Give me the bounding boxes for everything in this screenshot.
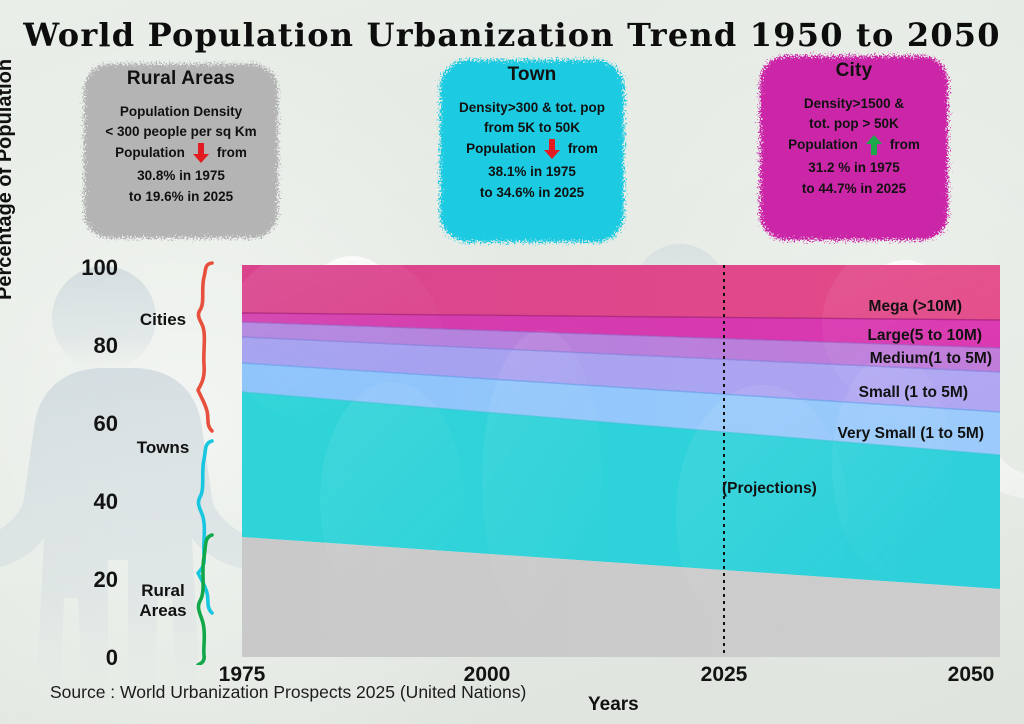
callout-city-line2: tot. pop > 50K (809, 116, 899, 132)
y-tick-40: 40 (93, 489, 118, 514)
brace-label-rural-line2: Areas (139, 600, 187, 620)
callout-town: Town Density>300 & tot. pop from 5K to 5… (432, 52, 632, 250)
band-label-very-small: Very Small (1 to 5M) (837, 425, 984, 442)
callout-city-trend: Population from (752, 133, 956, 157)
y-tick-100: 100 (81, 255, 118, 280)
x-tick-2025: 2025 (700, 663, 748, 686)
callout-rural-areas: Rural Areas Population Density < 300 peo… (74, 56, 288, 246)
band-separators (242, 312, 1000, 456)
brace-label-towns: Towns (136, 438, 190, 457)
band-label-mega: Mega (>10M) (868, 298, 962, 315)
callout-rural-line2: < 300 people per sq Km (105, 124, 257, 140)
callout-city-line1: Density>1500 & (803, 96, 905, 111)
brace-cities (196, 261, 214, 433)
band-label-large: Large(5 to 10M) (867, 327, 982, 344)
callout-town-line1: Density>300 & tot. pop (459, 100, 605, 115)
callout-rural-to: to 19.6% in 2025 (128, 188, 234, 204)
y-tick-20: 20 (93, 567, 118, 592)
rural-blob-shape (84, 64, 278, 238)
x-tick-2050: 2050 (947, 663, 995, 686)
x-tick-1975: 1975 (218, 663, 266, 686)
brace-rural (196, 533, 214, 665)
paper-doll-left-icon (0, 266, 262, 695)
callout-city-title: City (835, 60, 873, 81)
callout-town-to: to 34.6% in 2025 (479, 184, 585, 200)
y-tick-60: 60 (93, 411, 118, 436)
y-axis-label: Percentage of Population (0, 58, 16, 300)
callout-city: City Density>1500 & tot. pop > 50K Popul… (752, 48, 956, 248)
brace-towns (196, 439, 214, 615)
brace-label-cities: Cities (139, 310, 187, 329)
category-braces (196, 261, 214, 665)
x-axis-label: Years (588, 694, 639, 715)
y-tick-80: 80 (93, 333, 118, 358)
callout-rural-trend-prefix: Population (115, 145, 185, 161)
down-arrow-icon (192, 143, 209, 164)
x-tick-2000: 2000 (463, 663, 511, 686)
callout-town-line2: from 5K to 50K (483, 120, 581, 136)
callout-city-to: to 44.7% in 2025 (801, 180, 907, 196)
callout-city-trend-prefix: Population (788, 137, 858, 153)
band-label-small: Small (1 to 5M) (858, 384, 968, 401)
callout-rural-from: 30.8% in 1975 (137, 168, 225, 184)
brace-label-rural-line1: Rural (141, 581, 185, 600)
chart-svg (242, 265, 1000, 657)
y-tick-0: 0 (105, 645, 118, 670)
page-title: World Population Urbanization Trend 1950… (23, 16, 1001, 54)
callout-city-trend-suffix: from (889, 137, 920, 153)
brace-label-rural: Rural Areas (118, 581, 208, 620)
source-note: Source : World Urbanization Prospects 20… (50, 682, 527, 702)
up-arrow-icon (865, 135, 882, 156)
callout-rural-line1: Population Density (119, 104, 243, 119)
band-label-medium: Medium(1 to 5M) (869, 350, 992, 367)
callout-rural-title: Rural Areas (126, 68, 236, 89)
callout-town-trend: Population from (432, 137, 632, 161)
callout-city-from: 31.2 % in 1975 (808, 160, 900, 176)
callout-town-title: Town (507, 64, 557, 85)
callout-rural-trend-suffix: from (216, 145, 247, 161)
town-blob-shape (440, 60, 624, 242)
callout-town-from: 38.1% in 1975 (488, 164, 576, 180)
callout-rural-trend: Population from (74, 141, 288, 165)
callout-town-trend-suffix: from (567, 141, 598, 157)
callout-town-trend-prefix: Population (466, 141, 536, 157)
city-blob-shape (760, 56, 948, 240)
down-arrow-icon (543, 139, 560, 160)
projections-label: (Projections) (722, 480, 817, 497)
stacked-area-chart: Mega (>10M) Large(5 to 10M) Medium(1 to … (242, 265, 1000, 657)
